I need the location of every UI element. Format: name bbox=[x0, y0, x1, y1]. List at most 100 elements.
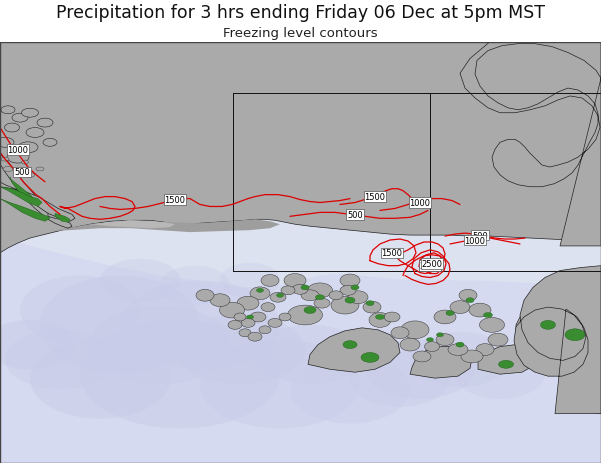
Ellipse shape bbox=[30, 340, 170, 419]
Text: Precipitation for 3 hrs ending Friday 06 Dec at 5pm MST: Precipitation for 3 hrs ending Friday 06… bbox=[56, 4, 545, 22]
Polygon shape bbox=[308, 328, 400, 372]
Ellipse shape bbox=[308, 283, 332, 298]
Polygon shape bbox=[516, 286, 601, 414]
Text: 1000: 1000 bbox=[7, 145, 28, 154]
Text: 2000: 2000 bbox=[419, 262, 441, 270]
Ellipse shape bbox=[255, 325, 365, 384]
Ellipse shape bbox=[459, 290, 477, 301]
Polygon shape bbox=[90, 221, 175, 229]
Ellipse shape bbox=[424, 342, 439, 352]
Ellipse shape bbox=[248, 332, 262, 341]
Ellipse shape bbox=[287, 306, 323, 325]
Polygon shape bbox=[0, 182, 75, 222]
Ellipse shape bbox=[250, 313, 266, 322]
Ellipse shape bbox=[350, 352, 450, 407]
Ellipse shape bbox=[476, 344, 494, 356]
Text: 1000: 1000 bbox=[409, 199, 430, 207]
Ellipse shape bbox=[391, 327, 409, 339]
Ellipse shape bbox=[160, 266, 230, 306]
Ellipse shape bbox=[234, 313, 246, 321]
Ellipse shape bbox=[37, 119, 53, 128]
Ellipse shape bbox=[400, 338, 420, 351]
Ellipse shape bbox=[270, 293, 286, 302]
Ellipse shape bbox=[241, 319, 255, 328]
Ellipse shape bbox=[284, 274, 306, 288]
Polygon shape bbox=[50, 220, 280, 232]
Ellipse shape bbox=[1, 158, 9, 162]
Ellipse shape bbox=[329, 291, 343, 300]
Ellipse shape bbox=[292, 285, 308, 294]
Text: 1500: 1500 bbox=[364, 193, 385, 202]
Ellipse shape bbox=[304, 307, 316, 314]
Ellipse shape bbox=[436, 334, 454, 346]
Ellipse shape bbox=[200, 340, 360, 429]
Ellipse shape bbox=[237, 297, 259, 310]
Ellipse shape bbox=[210, 294, 230, 307]
Polygon shape bbox=[478, 345, 538, 375]
Ellipse shape bbox=[340, 286, 356, 296]
Ellipse shape bbox=[410, 332, 510, 387]
Polygon shape bbox=[514, 266, 601, 414]
Ellipse shape bbox=[257, 289, 263, 293]
Ellipse shape bbox=[345, 298, 355, 304]
Ellipse shape bbox=[250, 287, 270, 300]
Ellipse shape bbox=[25, 173, 34, 178]
Ellipse shape bbox=[20, 276, 140, 345]
Ellipse shape bbox=[43, 139, 57, 147]
Ellipse shape bbox=[565, 329, 585, 341]
Ellipse shape bbox=[7, 152, 29, 164]
Polygon shape bbox=[460, 43, 601, 246]
Ellipse shape bbox=[80, 320, 280, 429]
Polygon shape bbox=[55, 214, 70, 223]
Ellipse shape bbox=[466, 298, 474, 303]
Ellipse shape bbox=[1, 106, 15, 114]
Ellipse shape bbox=[365, 340, 475, 399]
Polygon shape bbox=[0, 43, 601, 253]
Ellipse shape bbox=[259, 326, 271, 334]
Ellipse shape bbox=[343, 341, 357, 349]
Ellipse shape bbox=[5, 330, 115, 389]
Ellipse shape bbox=[434, 310, 456, 324]
Ellipse shape bbox=[40, 276, 200, 375]
Ellipse shape bbox=[361, 353, 379, 363]
Ellipse shape bbox=[196, 290, 214, 301]
Ellipse shape bbox=[246, 315, 254, 319]
Ellipse shape bbox=[498, 361, 513, 369]
Ellipse shape bbox=[301, 285, 309, 290]
Ellipse shape bbox=[340, 275, 360, 287]
Ellipse shape bbox=[276, 294, 284, 298]
Ellipse shape bbox=[22, 109, 38, 118]
Ellipse shape bbox=[290, 355, 410, 424]
Ellipse shape bbox=[239, 329, 251, 337]
Ellipse shape bbox=[26, 128, 44, 138]
Ellipse shape bbox=[448, 344, 468, 356]
Ellipse shape bbox=[455, 350, 545, 399]
Ellipse shape bbox=[228, 321, 242, 330]
Ellipse shape bbox=[261, 303, 275, 312]
Ellipse shape bbox=[316, 295, 325, 300]
Ellipse shape bbox=[427, 338, 433, 342]
Ellipse shape bbox=[268, 319, 282, 328]
Ellipse shape bbox=[18, 143, 38, 153]
Text: 500: 500 bbox=[472, 231, 488, 240]
Ellipse shape bbox=[450, 301, 470, 314]
Ellipse shape bbox=[220, 263, 280, 299]
Ellipse shape bbox=[36, 168, 44, 172]
Ellipse shape bbox=[14, 170, 22, 175]
Ellipse shape bbox=[483, 313, 492, 318]
Ellipse shape bbox=[100, 259, 180, 302]
Ellipse shape bbox=[0, 320, 75, 369]
Ellipse shape bbox=[261, 275, 279, 287]
Ellipse shape bbox=[366, 301, 374, 306]
Ellipse shape bbox=[461, 350, 483, 363]
Polygon shape bbox=[0, 188, 42, 207]
Ellipse shape bbox=[3, 167, 13, 172]
Ellipse shape bbox=[12, 114, 28, 123]
Ellipse shape bbox=[331, 297, 359, 314]
Ellipse shape bbox=[301, 290, 319, 301]
Ellipse shape bbox=[348, 291, 368, 304]
Ellipse shape bbox=[219, 302, 245, 318]
Polygon shape bbox=[0, 155, 72, 229]
Text: 500: 500 bbox=[347, 210, 363, 219]
Polygon shape bbox=[0, 237, 601, 463]
